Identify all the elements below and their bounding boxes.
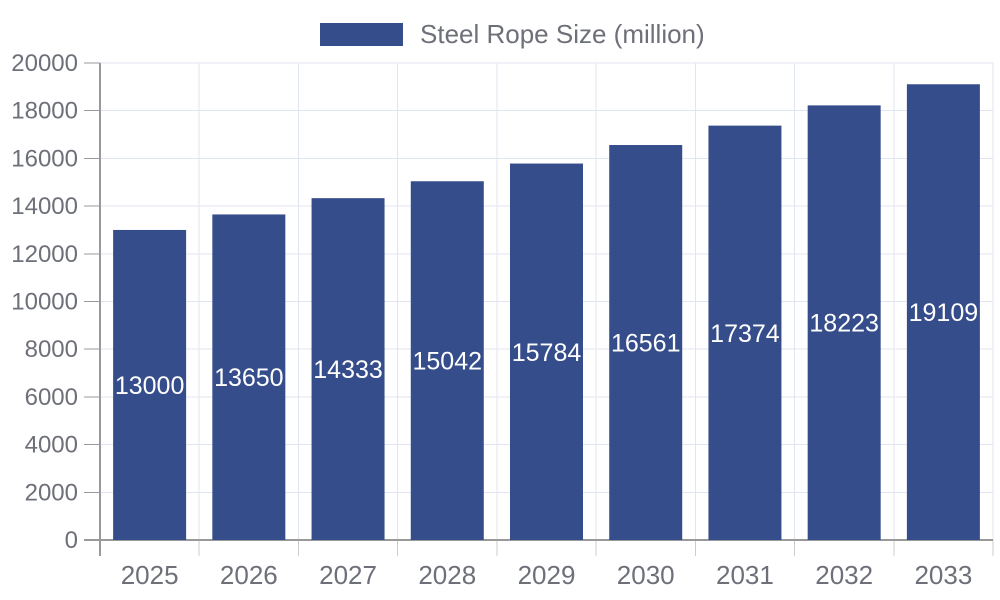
bar-value-label: 15784	[512, 339, 582, 367]
x-tick-label: 2027	[319, 560, 377, 590]
bar-value-label: 14333	[313, 356, 383, 384]
legend-label: Steel Rope Size (million)	[420, 19, 705, 49]
bar-value-label: 13000	[115, 372, 185, 400]
bar-2025[interactable]	[113, 229, 187, 540]
bar-value-label: 15042	[413, 348, 483, 376]
legend-swatch	[320, 23, 403, 46]
bar-2027[interactable]	[311, 198, 385, 540]
bar-2029[interactable]	[510, 163, 583, 540]
x-tick-label: 2025	[121, 560, 179, 590]
x-tick-label: 2026	[220, 560, 278, 590]
bar-2030[interactable]	[609, 145, 683, 541]
y-tick-label: 18000	[11, 98, 78, 125]
bar-value-label: 16561	[611, 330, 681, 358]
bar-2033[interactable]	[906, 84, 980, 540]
bar-value-label: 17374	[710, 320, 780, 348]
bar-2031[interactable]	[708, 125, 782, 540]
bar-value-label: 19109	[909, 299, 979, 327]
bar-2026[interactable]	[212, 214, 286, 540]
y-tick-label: 12000	[11, 241, 78, 268]
bar-value-label: 18223	[809, 310, 879, 338]
x-tick-label: 2031	[716, 560, 774, 590]
x-tick-label: 2028	[418, 560, 476, 590]
x-tick-label: 2030	[617, 560, 675, 590]
bar-2028[interactable]	[410, 181, 484, 541]
x-tick-label: 2032	[815, 560, 873, 590]
y-tick-label: 16000	[11, 145, 78, 172]
bar-2032[interactable]	[807, 105, 881, 541]
y-tick-label: 14000	[11, 193, 78, 220]
x-tick-label: 2029	[518, 560, 576, 590]
legend[interactable]: Steel Rope Size (million)	[320, 19, 705, 50]
y-tick-label: 4000	[25, 432, 78, 459]
y-tick-label: 0	[65, 527, 78, 554]
bar-value-label: 13650	[214, 364, 284, 392]
x-tick-label: 2033	[914, 560, 972, 590]
y-tick-label: 2000	[25, 479, 78, 506]
y-tick-label: 6000	[25, 384, 78, 411]
y-tick-label: 10000	[11, 289, 78, 316]
y-tick-label: 20000	[11, 50, 78, 77]
y-tick-label: 8000	[25, 336, 78, 363]
